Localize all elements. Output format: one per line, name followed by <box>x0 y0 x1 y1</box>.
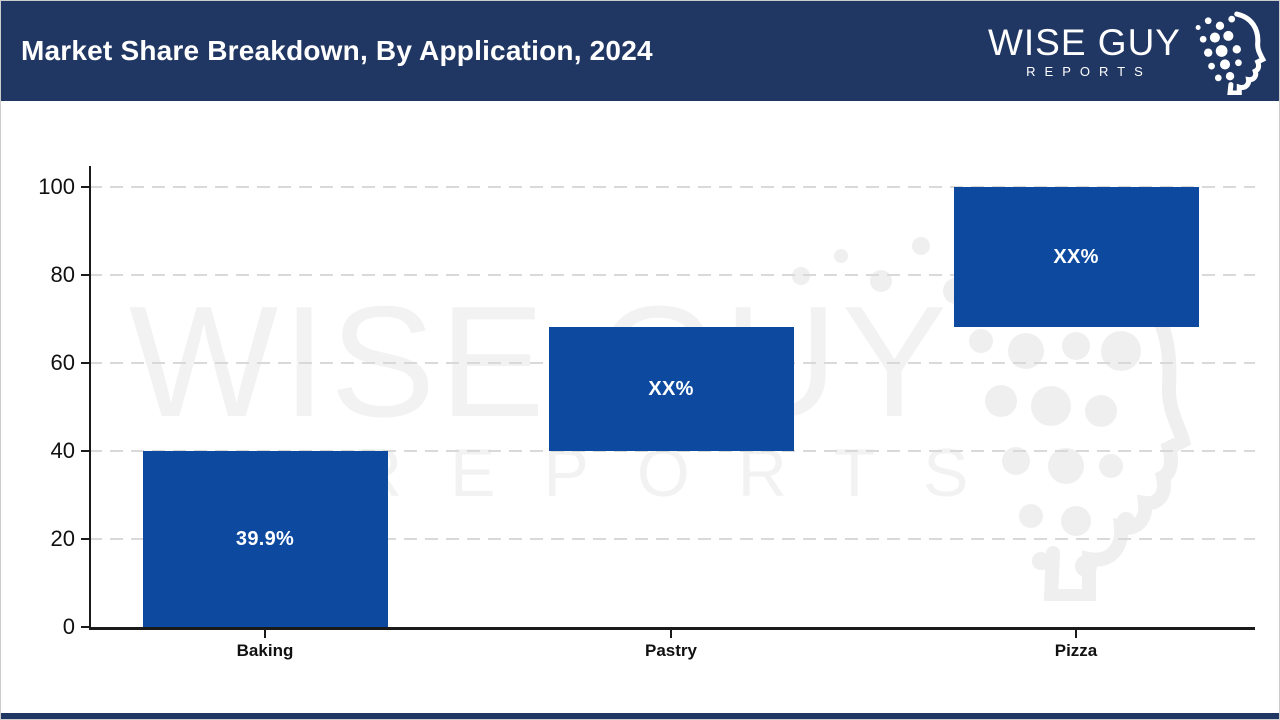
y-tick-label-20: 20 <box>50 526 75 551</box>
y-tick-label-0: 0 <box>62 614 75 639</box>
x-tick-pastry <box>670 630 672 638</box>
page-title: Market Share Breakdown, By Application, … <box>21 35 653 66</box>
gridline-20 <box>89 538 1255 540</box>
bar-value-label-pizza: XX% <box>1053 245 1099 268</box>
bar-pizza: XX% <box>953 187 1199 328</box>
header-bar: Market Share Breakdown, By Application, … <box>1 1 1279 101</box>
y-tick-label-60: 60 <box>50 350 75 375</box>
y-tick-0 <box>81 626 89 628</box>
x-tick-baking <box>264 630 266 638</box>
bar-pastry: XX% <box>548 327 794 452</box>
bar-value-label-pastry: XX% <box>648 377 694 400</box>
bar-value-label-baking: 39.9% <box>235 527 295 550</box>
y-tick-60 <box>81 362 89 364</box>
bar-baking: 39.9% <box>142 451 388 627</box>
category-label-pastry: Pastry <box>645 641 697 660</box>
x-tick-pizza <box>1075 630 1077 638</box>
y-tick-20 <box>81 538 89 540</box>
y-tick-label-80: 80 <box>50 262 75 287</box>
y-tick-80 <box>81 274 89 276</box>
y-tick-100 <box>81 186 89 188</box>
gridline-100 <box>89 186 1255 188</box>
y-tick-40 <box>81 450 89 452</box>
wiseguy-logo-text: WISE GUY REPORTS <box>988 24 1181 78</box>
category-label-pizza: Pizza <box>1054 641 1098 660</box>
gridline-80 <box>89 274 1255 276</box>
watermark-face-dots <box>792 237 1191 601</box>
y-tick-label-40: 40 <box>50 438 75 463</box>
category-label-baking: Baking <box>236 641 294 660</box>
footer-bar <box>1 713 1279 719</box>
wiseguy-face-icon <box>1195 11 1267 95</box>
logo-wiseguy-label: WISE GUY <box>987 22 1181 63</box>
x-axis-spine <box>89 627 1255 630</box>
y-axis-spine <box>89 166 91 630</box>
y-tick-label-100: 100 <box>38 174 75 199</box>
wiseguy-logo: WISE GUY REPORTS <box>988 7 1279 95</box>
logo-reports-label: REPORTS <box>1026 64 1152 79</box>
